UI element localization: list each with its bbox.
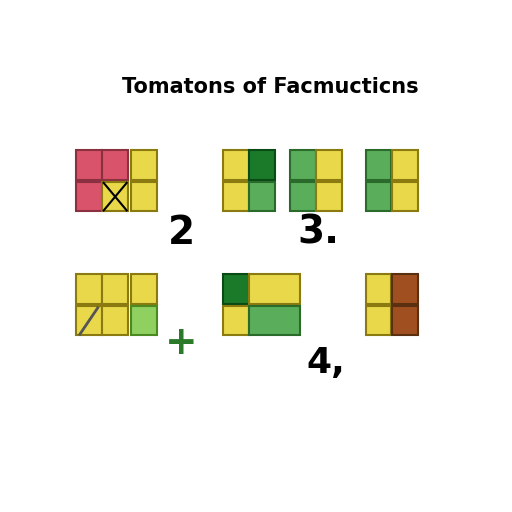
Bar <box>316 182 342 211</box>
Text: +: + <box>165 324 197 362</box>
Bar <box>102 182 128 211</box>
Bar <box>366 274 391 304</box>
Bar <box>76 150 102 180</box>
Bar <box>290 150 316 180</box>
Text: 2: 2 <box>167 214 195 252</box>
Bar <box>223 150 248 180</box>
Bar <box>290 182 316 211</box>
Bar <box>249 306 301 335</box>
Bar <box>76 274 102 304</box>
Bar <box>223 274 248 304</box>
Bar <box>132 150 157 180</box>
Bar <box>223 182 248 211</box>
Bar <box>102 150 128 180</box>
Bar <box>132 182 157 211</box>
Bar <box>102 274 128 304</box>
Bar <box>132 306 157 335</box>
Bar <box>316 150 342 180</box>
Bar <box>366 182 391 211</box>
Bar <box>392 306 418 335</box>
Bar <box>366 150 391 180</box>
Bar <box>132 274 157 304</box>
Text: 4,: 4, <box>307 346 345 380</box>
Bar <box>392 182 418 211</box>
Bar <box>249 182 275 211</box>
Bar <box>102 306 128 335</box>
Bar <box>392 150 418 180</box>
Bar <box>366 306 391 335</box>
Bar <box>223 306 248 335</box>
Bar <box>249 150 275 180</box>
Bar <box>76 182 102 211</box>
Text: 3.: 3. <box>297 214 339 252</box>
Bar <box>392 274 418 304</box>
Bar <box>76 306 102 335</box>
Text: Tomatons of Facmucticns: Tomatons of Facmucticns <box>122 77 419 97</box>
Bar <box>249 274 301 304</box>
